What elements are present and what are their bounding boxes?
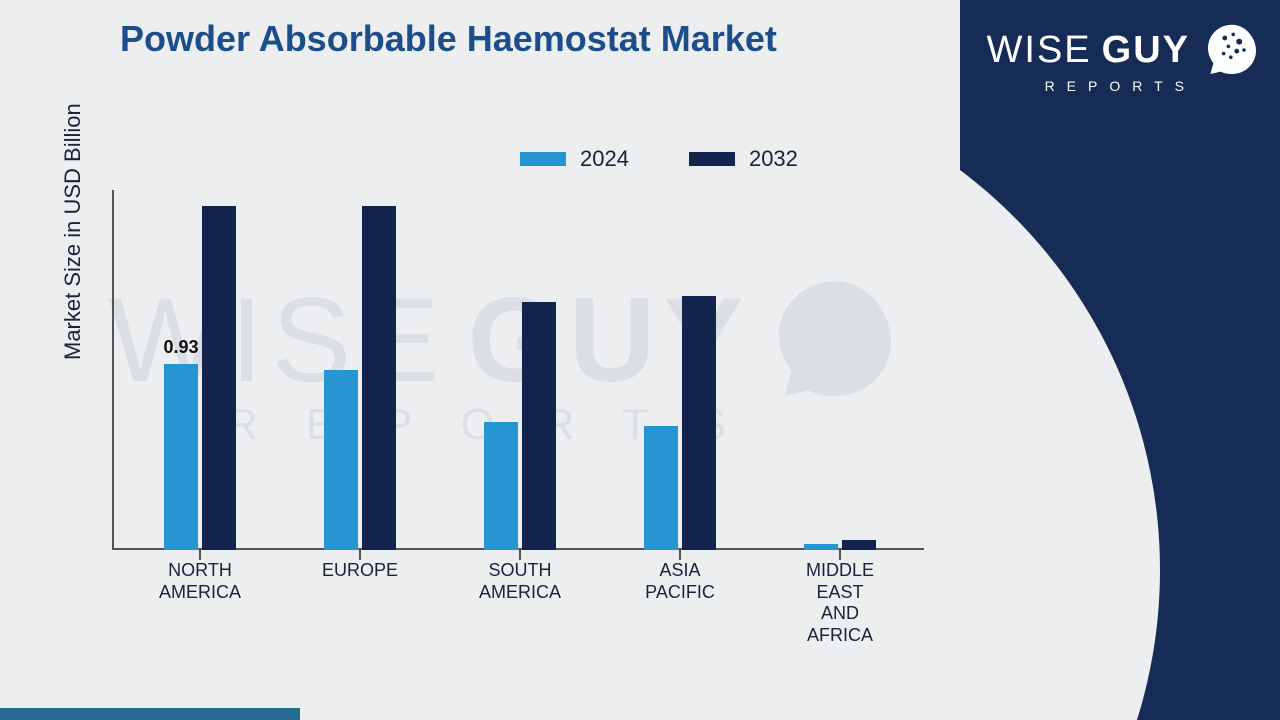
bar <box>164 364 198 550</box>
bottom-strip <box>0 708 300 720</box>
y-axis-line <box>112 190 114 550</box>
brand-word-1: WISE <box>987 29 1092 72</box>
brain-head-icon <box>1196 20 1256 80</box>
y-axis-label: Market Size in USD Billion <box>60 103 86 360</box>
bar <box>362 206 396 550</box>
legend-item-2032: 2032 <box>689 146 798 172</box>
legend-item-2024: 2024 <box>520 146 629 172</box>
category-label: ASIAPACIFIC <box>600 560 760 603</box>
legend-label: 2032 <box>749 146 798 172</box>
bar <box>804 544 838 550</box>
x-axis-labels: NORTHAMERICAEUROPESOUTHAMERICAASIAPACIFI… <box>120 552 920 672</box>
bar <box>644 426 678 550</box>
bar <box>324 370 358 550</box>
legend-swatch <box>520 152 566 166</box>
bar <box>682 296 716 550</box>
legend-label: 2024 <box>580 146 629 172</box>
category-label: NORTHAMERICA <box>120 560 280 603</box>
canvas: WISE GUY REPORTS Powder Absorbable Haemo… <box>0 0 1280 720</box>
bar <box>842 540 876 550</box>
plot-area: 0.93 <box>120 190 920 550</box>
category-label: MIDDLEEASTANDAFRICA <box>760 560 920 646</box>
brand-logo: WISE GUY REPORTS <box>976 20 1256 94</box>
legend-swatch <box>689 152 735 166</box>
brand-subline: REPORTS <box>976 78 1256 94</box>
category-label: SOUTHAMERICA <box>440 560 600 603</box>
bar-value-label: 0.93 <box>151 337 211 358</box>
legend: 2024 2032 <box>520 146 798 172</box>
brand-word-2: GUY <box>1102 29 1190 72</box>
category-label: EUROPE <box>280 560 440 582</box>
bar <box>484 422 518 550</box>
bar <box>202 206 236 550</box>
bar <box>522 302 556 550</box>
chart-title: Powder Absorbable Haemostat Market <box>120 18 777 60</box>
